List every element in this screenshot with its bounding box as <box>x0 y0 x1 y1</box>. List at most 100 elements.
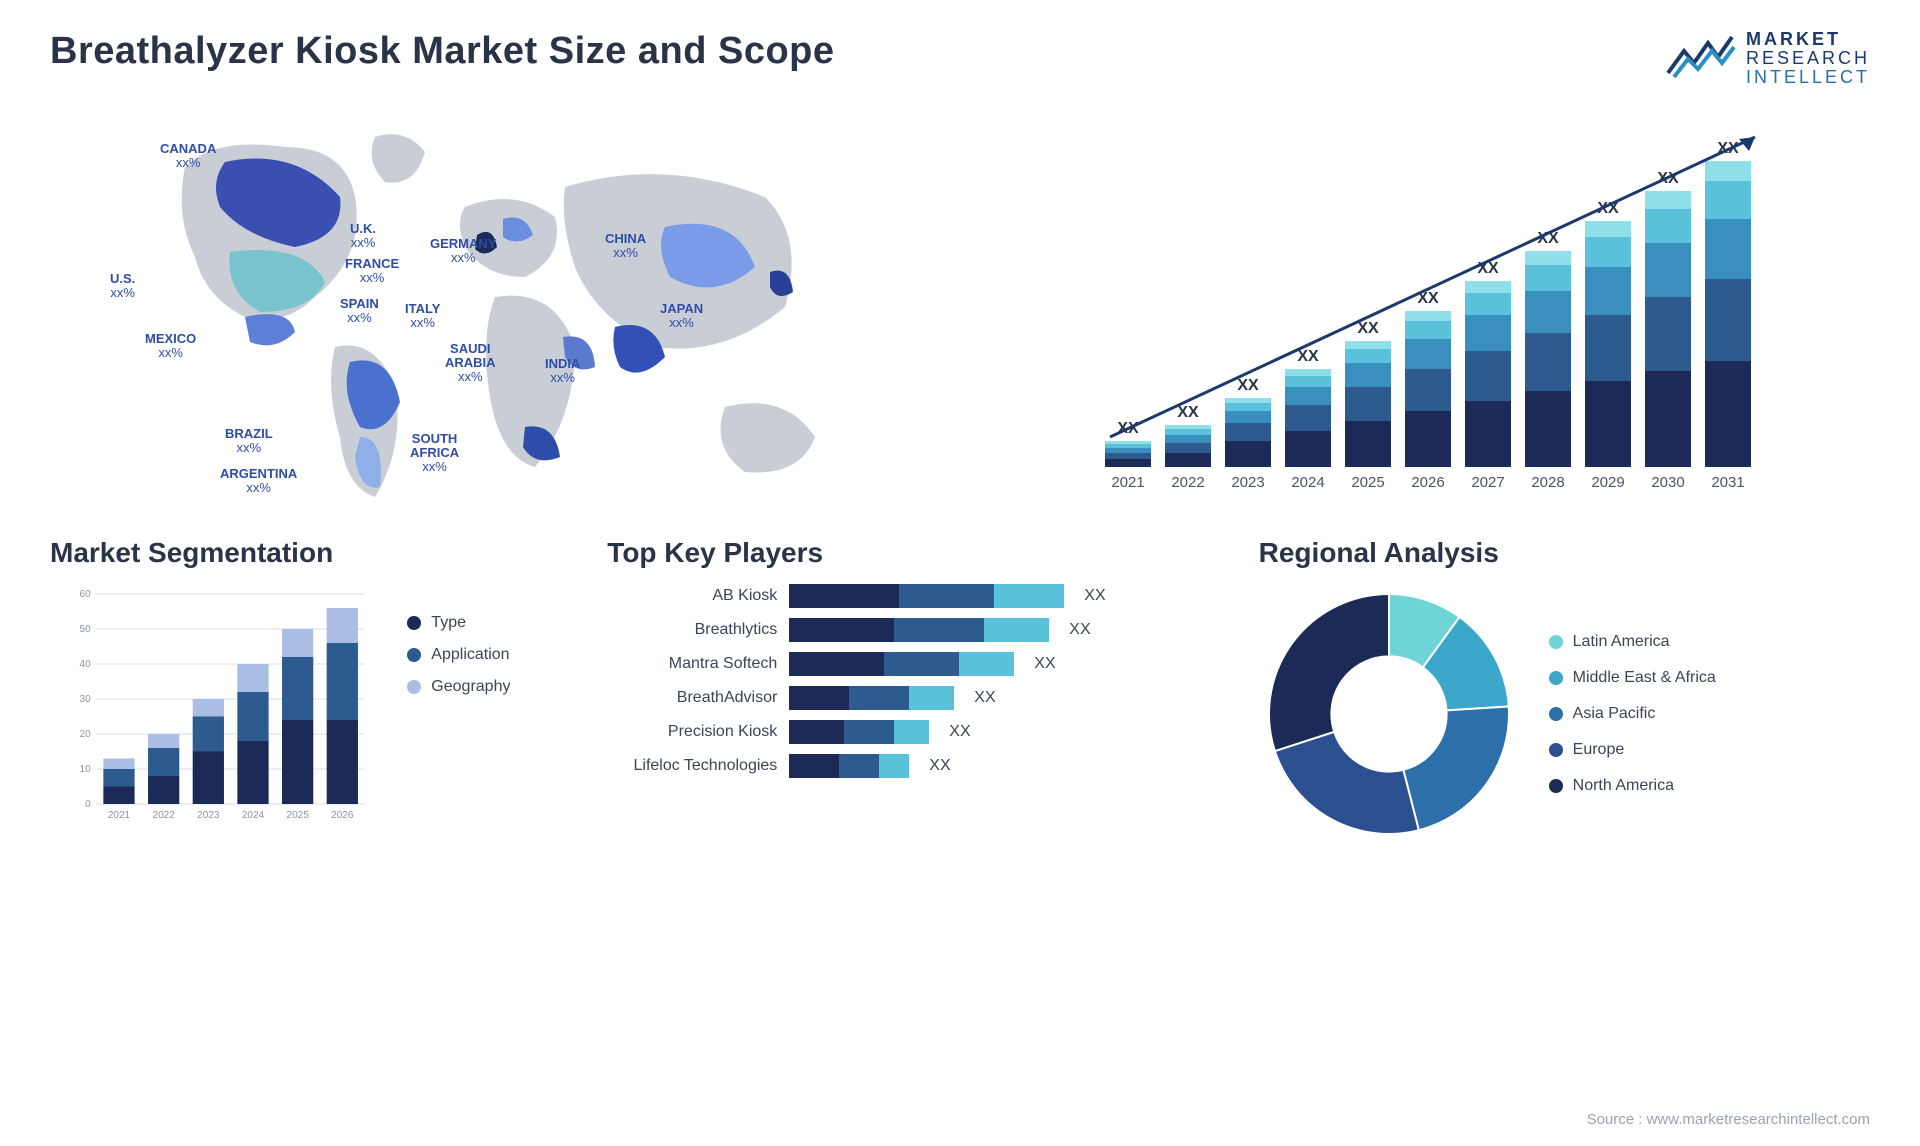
legend-label: Asia Pacific <box>1573 705 1656 723</box>
map-label: CHINAxx% <box>605 232 646 261</box>
player-value: XX <box>1084 587 1105 605</box>
players-panel: Top Key Players AB KioskXXBreathlyticsXX… <box>607 537 1218 844</box>
seg-y-tick: 60 <box>80 589 92 600</box>
growth-bar-seg <box>1645 297 1691 371</box>
player-bar-seg <box>789 754 839 778</box>
regional-body: Latin America Middle East & Africa Asia Pa… <box>1259 584 1870 844</box>
seg-y-tick: 50 <box>80 624 92 635</box>
player-value: XX <box>974 689 995 707</box>
seg-bar-seg <box>103 758 134 769</box>
player-bar-seg <box>894 720 929 744</box>
map-label: CANADAxx% <box>160 142 216 171</box>
growth-bar-seg <box>1345 387 1391 421</box>
growth-bar-seg <box>1585 221 1631 237</box>
seg-legend-item: Type <box>407 614 567 632</box>
seg-bar-seg <box>148 734 179 748</box>
seg-bar-seg <box>193 751 224 804</box>
player-bar <box>789 652 1014 676</box>
player-bar-seg <box>789 720 844 744</box>
region-legend-item: Latin America <box>1549 633 1716 651</box>
growth-bar-seg <box>1465 293 1511 315</box>
seg-bar-seg <box>103 786 134 804</box>
player-bar-seg <box>789 652 884 676</box>
growth-bar-seg <box>1165 435 1211 443</box>
growth-bar-seg <box>1225 441 1271 467</box>
seg-year-label: 2025 <box>287 810 310 821</box>
region-legend-item: Middle East & Africa <box>1549 669 1716 687</box>
growth-bar-seg <box>1645 371 1691 467</box>
growth-bar-seg <box>1165 453 1211 467</box>
growth-bar-seg <box>1165 443 1211 453</box>
growth-bar-seg <box>1285 387 1331 405</box>
growth-bar-seg <box>1525 291 1571 333</box>
legend-dot-icon <box>407 648 421 662</box>
logo-icon <box>1666 33 1736 83</box>
seg-bar-seg <box>148 776 179 804</box>
player-bar-seg <box>909 686 954 710</box>
seg-year-label: 2023 <box>197 810 220 821</box>
player-bar-seg <box>959 652 1014 676</box>
logo-line-3: INTELLECT <box>1746 68 1870 87</box>
seg-year-label: 2026 <box>331 810 354 821</box>
region-legend-item: Europe <box>1549 741 1716 759</box>
region-legend-item: Asia Pacific <box>1549 705 1716 723</box>
player-bar-seg <box>789 686 849 710</box>
seg-bar-seg <box>282 657 313 720</box>
page: Breathalyzer Kiosk Market Size and Scope… <box>0 0 1920 864</box>
player-row: Precision KioskXX <box>607 720 1218 744</box>
player-bar <box>789 720 929 744</box>
players-body: AB KioskXXBreathlyticsXXMantra SoftechXX… <box>607 584 1218 778</box>
growth-chart: XX2021XX2022XX2023XX2024XX2025XX2026XX20… <box>980 107 1870 507</box>
regional-panel: Regional Analysis Latin AmericaMiddle Ea… <box>1259 537 1870 844</box>
seg-bar-seg <box>237 692 268 741</box>
player-bar-seg <box>884 652 959 676</box>
player-bar-seg <box>899 584 994 608</box>
regional-legend: Latin America Middle East & Africa Asia Pa… <box>1549 633 1716 795</box>
legend-dot-icon <box>407 616 421 630</box>
growth-bar-value: XX <box>1357 320 1379 337</box>
growth-bar-seg <box>1705 279 1751 361</box>
growth-bar-seg <box>1465 281 1511 293</box>
growth-year-label: 2028 <box>1531 474 1564 491</box>
growth-bar-seg <box>1225 403 1271 411</box>
growth-bar-seg <box>1405 311 1451 321</box>
segmentation-body: 0102030405060202120222023202420252026 Ty… <box>50 584 567 824</box>
growth-bar-seg <box>1345 421 1391 467</box>
legend-label: Middle East & Africa <box>1573 669 1716 687</box>
map-label: BRAZILxx% <box>225 427 273 456</box>
player-value: XX <box>1034 655 1055 673</box>
legend-dot-icon <box>1549 707 1563 721</box>
player-row: BreathlyticsXX <box>607 618 1218 642</box>
seg-bar-seg <box>327 608 358 643</box>
header-row: Breathalyzer Kiosk Market Size and Scope… <box>50 30 1870 87</box>
growth-bar-seg <box>1345 349 1391 363</box>
growth-bar-seg <box>1165 429 1211 435</box>
seg-y-tick: 40 <box>80 659 92 670</box>
legend-dot-icon <box>1549 743 1563 757</box>
player-name: Lifeloc Technologies <box>607 757 777 775</box>
growth-bar-seg <box>1225 411 1271 423</box>
growth-bar-seg <box>1285 431 1331 467</box>
legend-dot-icon <box>407 680 421 694</box>
legend-dot-icon <box>1549 779 1563 793</box>
legend-label: Latin America <box>1573 633 1670 651</box>
legend-label: Application <box>431 646 509 664</box>
growth-bar-seg <box>1585 315 1631 381</box>
growth-year-label: 2030 <box>1651 474 1684 491</box>
growth-bar-seg <box>1585 381 1631 467</box>
seg-y-tick: 20 <box>80 729 92 740</box>
seg-y-tick: 10 <box>80 764 92 775</box>
legend-dot-icon <box>1549 635 1563 649</box>
growth-bar-seg <box>1105 459 1151 467</box>
growth-year-label: 2022 <box>1171 474 1204 491</box>
seg-bar-seg <box>237 741 268 804</box>
donut-slice <box>1269 594 1389 751</box>
legend-label: North America <box>1573 777 1674 795</box>
segmentation-title: Market Segmentation <box>50 537 567 569</box>
growth-year-label: 2026 <box>1411 474 1444 491</box>
player-bar-seg <box>789 618 894 642</box>
player-value: XX <box>949 723 970 741</box>
donut-svg <box>1259 584 1519 844</box>
growth-bar-value: XX <box>1177 404 1199 421</box>
growth-bar-seg <box>1405 321 1451 339</box>
